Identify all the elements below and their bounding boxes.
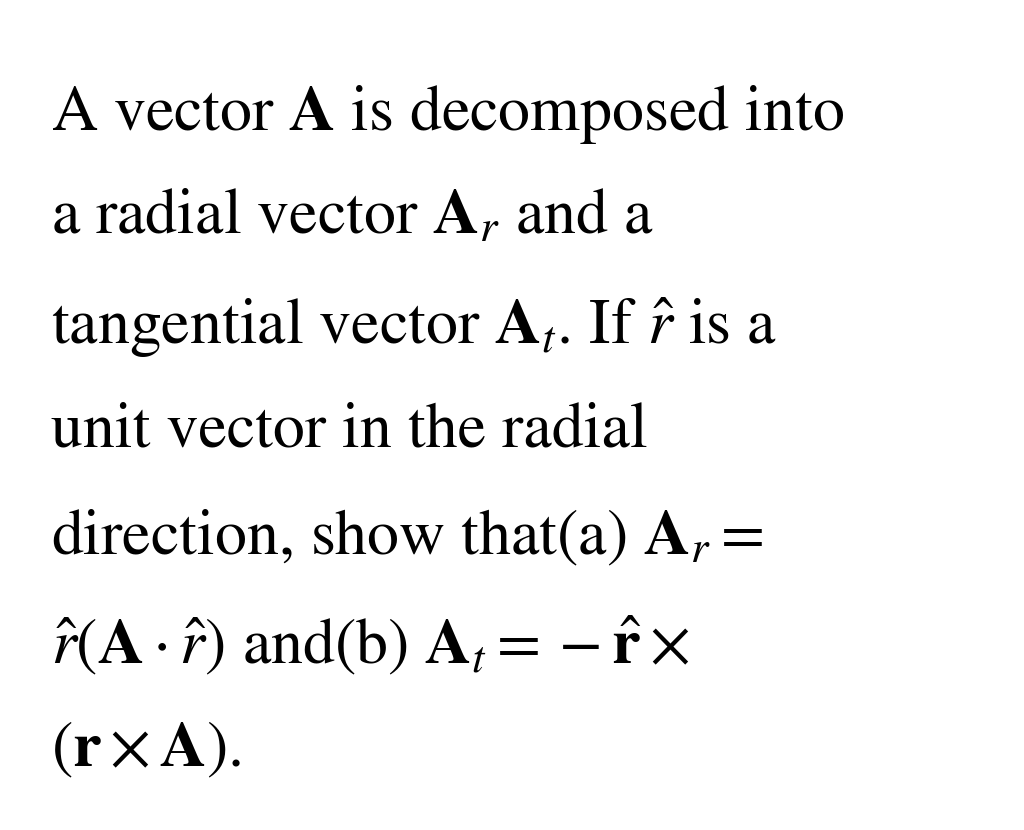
Text: $\hat{r}(\mathbf{A} \cdot \hat{r})$ and(b) $\mathbf{A}_t = -\hat{\mathbf{r}} \ti: $\hat{r}(\mathbf{A} \cdot \hat{r})$ and(…: [51, 614, 689, 678]
Text: $(\mathbf{r} \times \mathbf{A})$.: $(\mathbf{r} \times \mathbf{A})$.: [51, 720, 242, 780]
Text: a radial vector $\mathbf{A}_r$ and a: a radial vector $\mathbf{A}_r$ and a: [51, 189, 654, 248]
Text: direction, show that(a) $\mathbf{A}_r =$: direction, show that(a) $\mathbf{A}_r =$: [51, 508, 763, 568]
Text: A vector $\mathbf{A}$ is decomposed into: A vector $\mathbf{A}$ is decomposed into: [51, 83, 844, 146]
Text: unit vector in the radial: unit vector in the radial: [51, 402, 648, 461]
Text: tangential vector $\mathbf{A}_t$. If $\hat{r}$ is a: tangential vector $\mathbf{A}_t$. If $\h…: [51, 295, 777, 360]
